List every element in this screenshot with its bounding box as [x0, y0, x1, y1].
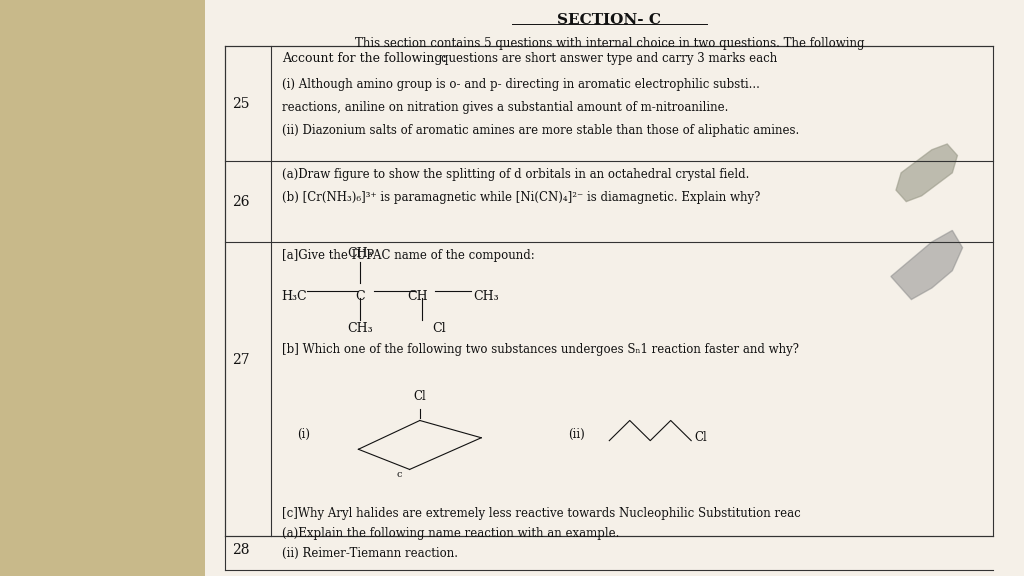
Text: (b) [Cr(NH₃)₆]³⁺ is paramagnetic while [Ni(CN)₄]²⁻ is diamagnetic. Explain why?: (b) [Cr(NH₃)₆]³⁺ is paramagnetic while [… — [282, 191, 760, 204]
Text: (a)Explain the following name reaction with an example.: (a)Explain the following name reaction w… — [282, 527, 618, 540]
Text: 26: 26 — [231, 195, 250, 209]
Text: [b] Which one of the following two substances undergoes Sₙ1 reaction faster and : [b] Which one of the following two subst… — [282, 343, 799, 356]
Text: CH₃: CH₃ — [473, 290, 499, 303]
Polygon shape — [891, 230, 963, 300]
Text: 25: 25 — [231, 97, 250, 111]
Text: (i) Although amino group is o- and p- directing in aromatic electrophilic substi: (i) Although amino group is o- and p- di… — [282, 78, 760, 91]
Text: (a)Draw figure to show the splitting of d orbitals in an octahedral crystal fiel: (a)Draw figure to show the splitting of … — [282, 168, 749, 181]
Text: SECTION- C: SECTION- C — [557, 13, 662, 27]
Text: questions are short answer type and carry 3 marks each: questions are short answer type and carr… — [441, 52, 777, 65]
Text: 28: 28 — [231, 543, 250, 557]
Text: Account for the following:: Account for the following: — [282, 52, 446, 65]
Text: Cl: Cl — [414, 390, 426, 403]
Text: [a]Give the IUPAC name of the compound:: [a]Give the IUPAC name of the compound: — [282, 249, 535, 262]
Polygon shape — [896, 144, 957, 202]
Text: Cl: Cl — [432, 322, 445, 335]
Text: [c]Why Aryl halides are extremely less reactive towards Nucleophilic Substitutio: [c]Why Aryl halides are extremely less r… — [282, 507, 801, 520]
Text: CH: CH — [408, 290, 428, 303]
Text: (i): (i) — [297, 429, 310, 441]
Text: H₃C: H₃C — [282, 290, 307, 303]
FancyBboxPatch shape — [0, 0, 205, 576]
FancyBboxPatch shape — [205, 0, 1024, 576]
Text: 27: 27 — [231, 353, 250, 367]
Text: Cl: Cl — [694, 431, 707, 444]
Text: CH₃: CH₃ — [347, 322, 374, 335]
Text: This section contains 5 questions with internal choice in two questions. The fol: This section contains 5 questions with i… — [354, 37, 864, 51]
Text: CH₃: CH₃ — [347, 247, 374, 260]
Text: c: c — [396, 469, 402, 479]
Text: (ii) Diazonium salts of aromatic amines are more stable than those of aliphatic : (ii) Diazonium salts of aromatic amines … — [282, 124, 799, 137]
Text: C: C — [355, 290, 366, 303]
Text: reactions, aniline on nitration gives a substantial amount of m-nitroaniline.: reactions, aniline on nitration gives a … — [282, 101, 728, 114]
Text: (ii): (ii) — [568, 429, 585, 441]
Text: (ii) Reimer-Tiemann reaction.: (ii) Reimer-Tiemann reaction. — [282, 547, 458, 560]
